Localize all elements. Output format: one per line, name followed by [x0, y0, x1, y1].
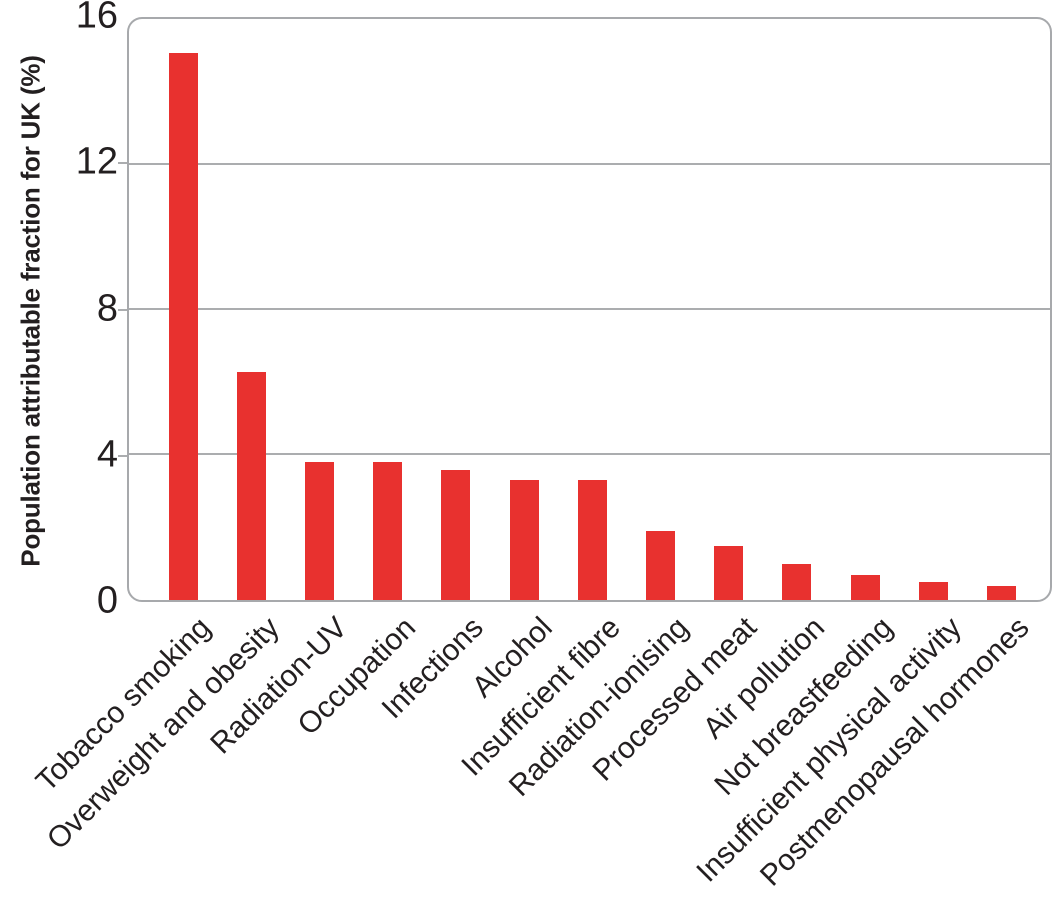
bar-occupation — [373, 462, 403, 600]
y-tick-label-0: 0 — [96, 579, 118, 622]
bar-infections — [441, 469, 471, 600]
bar-insufficient-physical-activity — [918, 581, 948, 600]
y-tick-mark-4 — [118, 454, 127, 457]
y-tick-label-8: 8 — [96, 287, 118, 330]
bar-radiation-ionising — [645, 531, 675, 600]
gridline-8 — [129, 308, 1050, 310]
bar-not-breastfeeding — [850, 574, 880, 600]
y-tick-mark-12 — [118, 162, 127, 165]
bar-alcohol — [509, 480, 539, 600]
bar-radiation-uv — [304, 462, 334, 600]
y-tick-mark-8 — [118, 308, 127, 311]
bar-processed-meat — [714, 545, 744, 600]
y-tick-label-16: 16 — [75, 0, 118, 37]
bar-air-pollution — [782, 563, 812, 600]
bar-insufficient-fibre — [577, 480, 607, 600]
y-tick-label-4: 4 — [96, 433, 118, 476]
y-tick-label-12: 12 — [75, 140, 118, 183]
bar-tobacco-smoking — [168, 52, 198, 600]
plot-area — [127, 17, 1052, 602]
bar-overweight-and-obesity — [236, 371, 266, 600]
plot-area-inner — [129, 19, 1050, 600]
gridline-4 — [129, 453, 1050, 455]
gridline-12 — [129, 163, 1050, 165]
bar-postmenopausal-hormones — [986, 585, 1016, 600]
